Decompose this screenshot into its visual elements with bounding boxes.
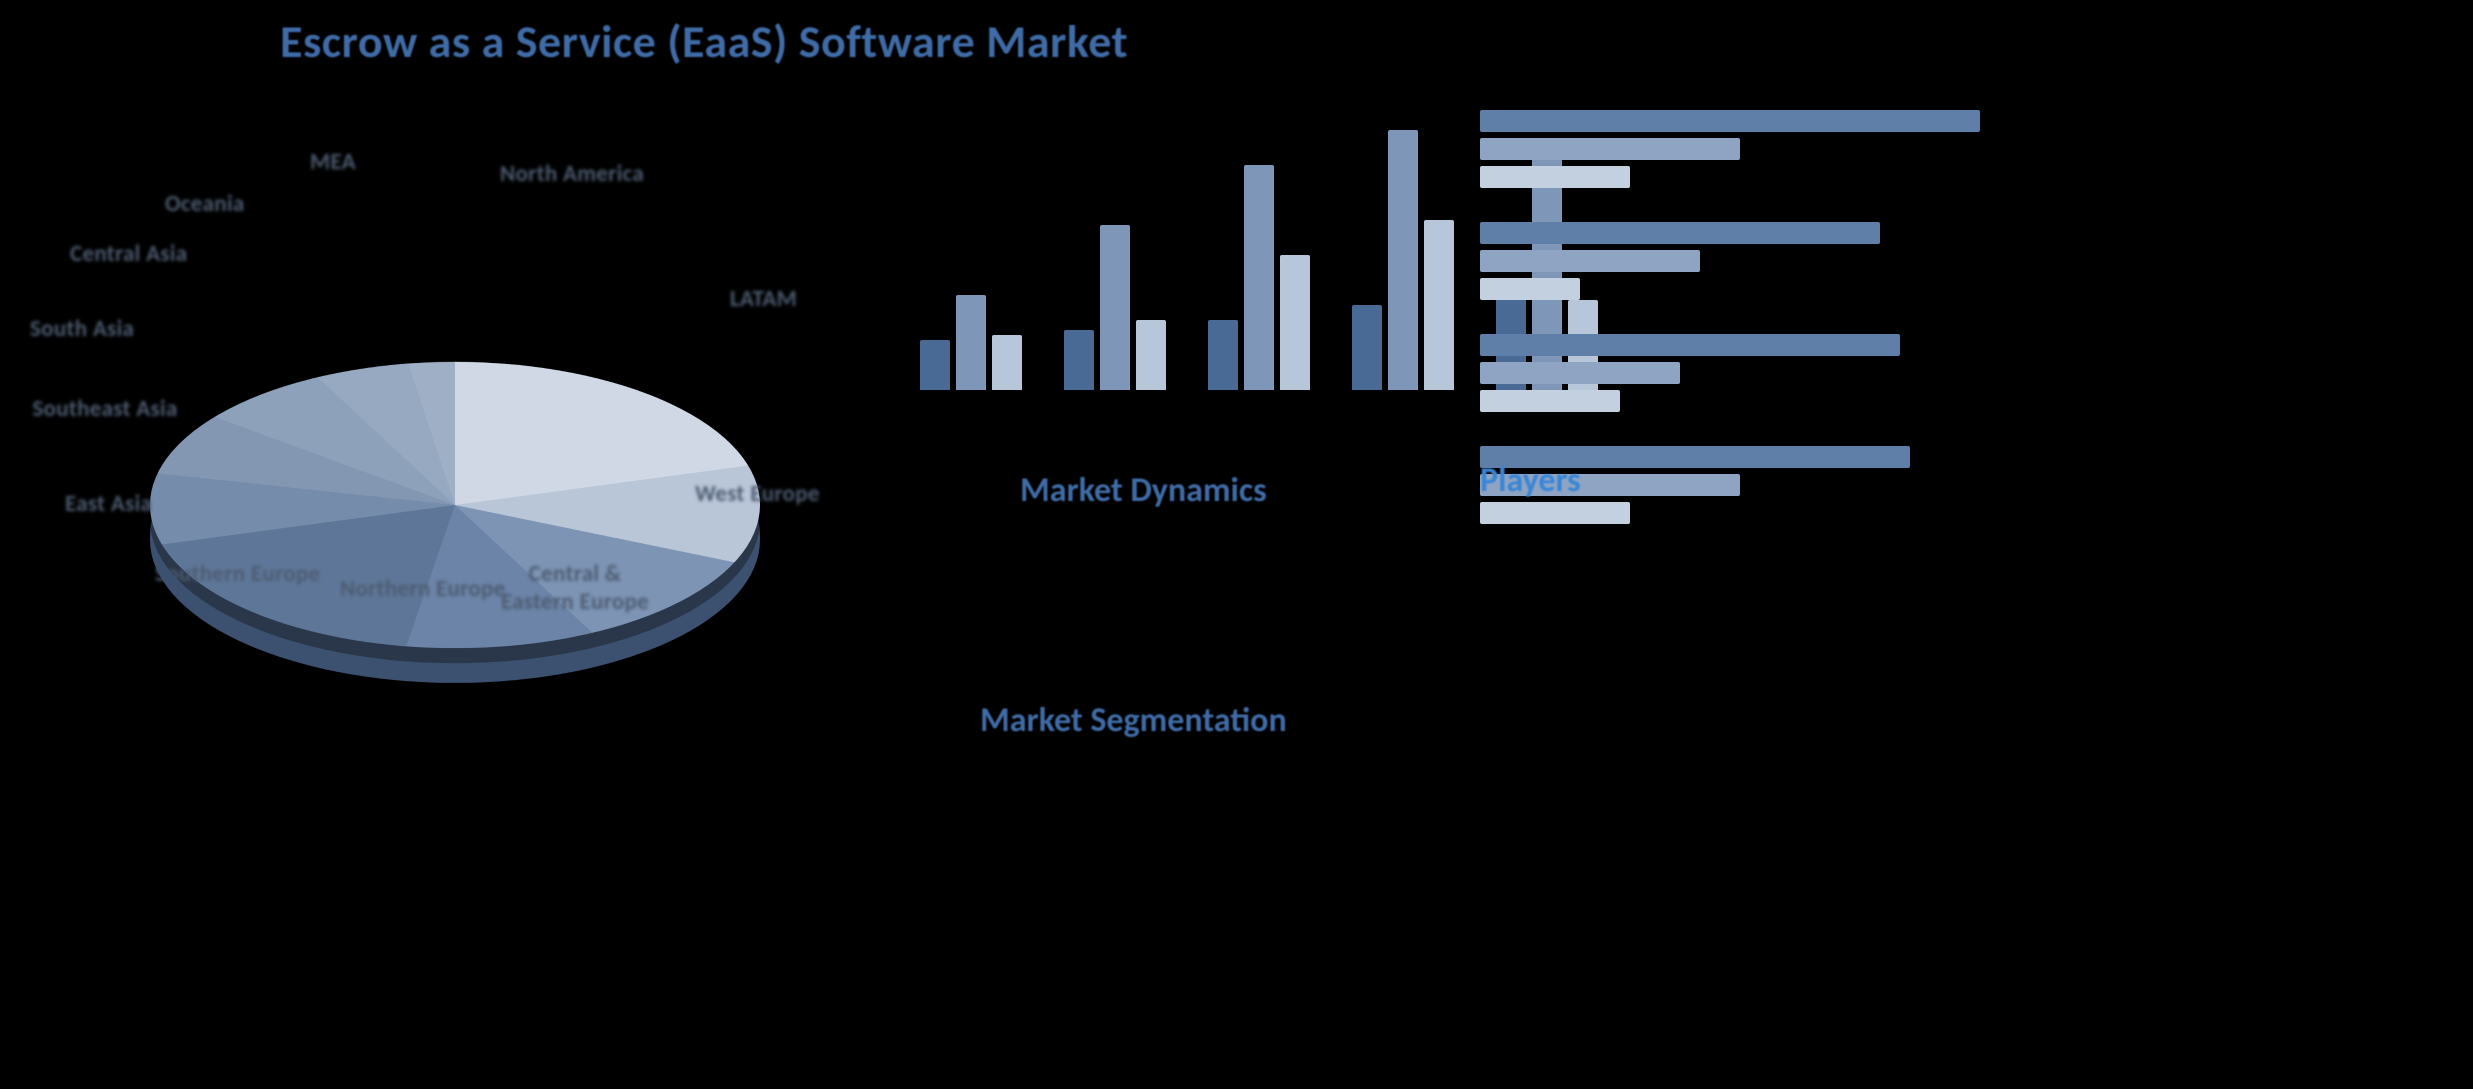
player-bar bbox=[1480, 250, 1700, 272]
page-title: Escrow as a Service (EaaS) Software Mark… bbox=[280, 14, 1128, 70]
bar-group bbox=[1208, 165, 1310, 390]
player-row bbox=[1480, 222, 2040, 300]
player-bar bbox=[1480, 138, 1740, 160]
player-bar bbox=[1480, 334, 1900, 356]
bar bbox=[1388, 130, 1418, 390]
pie-slice-label: LATAM bbox=[730, 285, 797, 313]
player-bar bbox=[1480, 390, 1620, 412]
dynamics-bar-chart bbox=[920, 110, 1480, 430]
bar bbox=[1424, 220, 1454, 390]
player-bar bbox=[1480, 278, 1580, 300]
player-bar bbox=[1480, 166, 1630, 188]
bar bbox=[1136, 320, 1166, 390]
bar-group bbox=[1064, 225, 1166, 390]
bar bbox=[1100, 225, 1130, 390]
pie-slice-label: Oceania bbox=[165, 190, 245, 218]
bars-area bbox=[920, 110, 1480, 390]
pie-slice-label: MEA bbox=[310, 148, 356, 176]
bar bbox=[1064, 330, 1094, 390]
pie-slice-label: East Asia bbox=[65, 490, 152, 518]
players-hbar-chart bbox=[1480, 110, 2040, 440]
region-pie-chart: North AmericaLATAMWest EuropeCentral & E… bbox=[30, 120, 880, 740]
bar-group bbox=[920, 295, 1022, 390]
bar bbox=[1280, 255, 1310, 390]
dynamics-title: Market Dynamics bbox=[1020, 470, 1267, 511]
player-bar bbox=[1480, 362, 1680, 384]
bar-group bbox=[1352, 130, 1454, 390]
player-bar bbox=[1480, 110, 1980, 132]
bar bbox=[992, 335, 1022, 390]
player-bar bbox=[1480, 502, 1630, 524]
bar bbox=[956, 295, 986, 390]
pie-slice-label: Southeast Asia bbox=[20, 395, 190, 423]
pie-slice-label: Central Asia bbox=[70, 240, 187, 268]
players-title: Players bbox=[1480, 460, 1581, 501]
bar bbox=[920, 340, 950, 390]
pie-slice-label: North America bbox=[500, 160, 644, 188]
bar bbox=[1244, 165, 1274, 390]
player-row bbox=[1480, 334, 2040, 412]
pie-edge bbox=[150, 377, 760, 663]
player-bar bbox=[1480, 222, 1880, 244]
bar bbox=[1208, 320, 1238, 390]
pie-slice-label: South Asia bbox=[30, 315, 134, 343]
player-row bbox=[1480, 110, 2040, 188]
bar bbox=[1352, 305, 1382, 390]
segmentation-title: Market Segmentation bbox=[980, 700, 1287, 741]
